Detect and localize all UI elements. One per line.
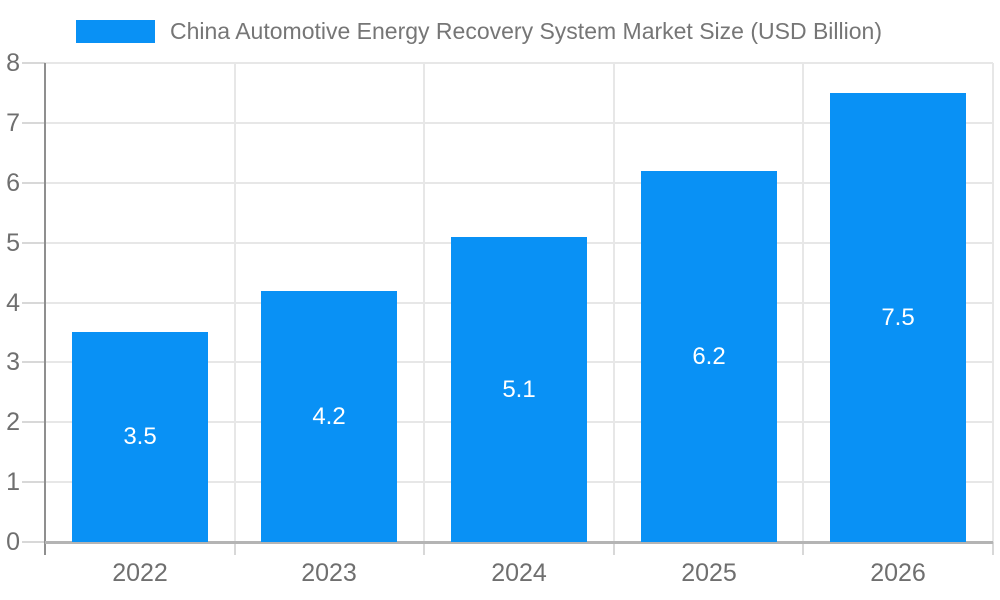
y-tick-label: 6 [6, 169, 20, 197]
y-tick-label: 2 [6, 408, 20, 436]
legend-item[interactable]: China Automotive Energy Recovery System … [76, 18, 882, 45]
y-axis-tick [22, 122, 45, 124]
bar-2025[interactable] [641, 171, 777, 542]
x-gridline [992, 63, 994, 542]
x-tick-label: 2024 [491, 559, 547, 587]
y-axis-tick [22, 242, 45, 244]
bar-value-label: 6.2 [692, 343, 726, 370]
y-tick-label: 8 [6, 49, 20, 77]
bar-value-label: 4.2 [312, 403, 346, 430]
x-tick-label: 2023 [301, 559, 357, 587]
legend-label: China Automotive Energy Recovery System … [170, 18, 882, 44]
y-axis-tick [22, 481, 45, 483]
bar-2026[interactable] [830, 93, 966, 542]
x-tick-label: 2026 [870, 559, 926, 587]
x-axis-tick [613, 542, 615, 555]
y-axis-line [44, 63, 46, 555]
y-tick-label: 0 [6, 528, 20, 556]
x-gridline [613, 63, 615, 542]
x-axis-tick [802, 542, 804, 555]
bar-2023[interactable] [261, 291, 397, 542]
legend-swatch [76, 20, 155, 43]
y-axis-tick [22, 182, 45, 184]
y-axis-tick [22, 62, 45, 64]
x-axis-tick [234, 542, 236, 555]
bar-value-label: 7.5 [881, 304, 915, 331]
y-axis-tick [22, 541, 45, 543]
bar-value-label: 3.5 [123, 423, 157, 450]
y-axis-tick [22, 421, 45, 423]
x-gridline [423, 63, 425, 542]
bar-2022[interactable] [72, 332, 208, 542]
x-gridline [234, 63, 236, 542]
bar-2024[interactable] [451, 237, 587, 542]
y-gridline [45, 122, 993, 124]
y-tick-label: 3 [6, 348, 20, 376]
x-gridline [802, 63, 804, 542]
y-tick-label: 4 [6, 289, 20, 317]
x-axis-line [45, 541, 993, 544]
y-axis-tick [22, 361, 45, 363]
y-tick-label: 5 [6, 229, 20, 257]
x-axis-tick [992, 542, 994, 555]
y-tick-label: 1 [6, 468, 20, 496]
x-tick-label: 2022 [112, 559, 168, 587]
y-gridline [45, 182, 993, 184]
y-axis-tick [22, 302, 45, 304]
y-tick-label: 7 [6, 109, 20, 137]
bar-value-label: 5.1 [502, 376, 536, 403]
y-gridline [45, 62, 993, 64]
x-tick-label: 2025 [681, 559, 737, 587]
x-axis-tick [423, 542, 425, 555]
